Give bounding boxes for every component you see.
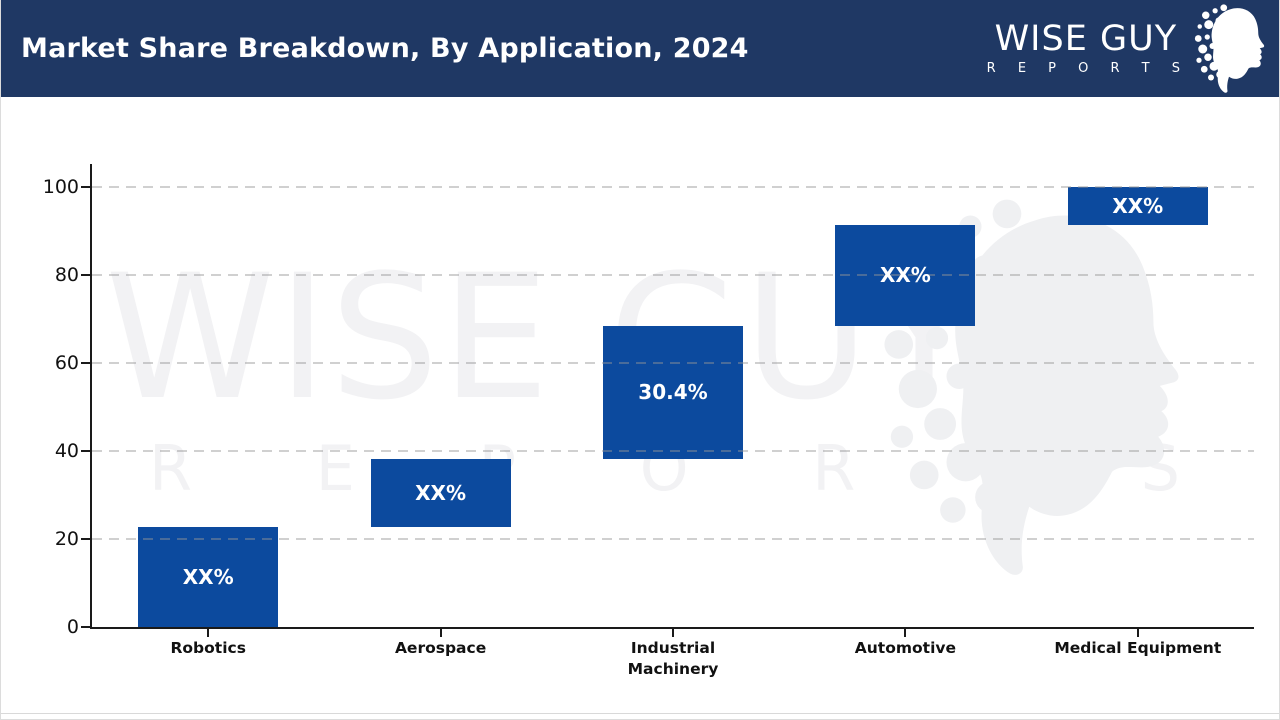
gridline-80 <box>92 274 1254 276</box>
bar-value-label: XX% <box>1112 194 1164 219</box>
y-tick-label-40: 40 <box>54 440 79 462</box>
brand-logo-text: WISE GUY R E P O R T S <box>983 18 1189 76</box>
watermark-wordmark: WISE GUY <box>105 237 979 438</box>
y-tick-0 <box>81 626 90 628</box>
chart-title: Market Share Breakdown, By Application, … <box>21 33 749 64</box>
x-tick-2 <box>672 629 674 637</box>
x-category-label: Medical Equipment <box>1054 639 1222 657</box>
gridline-40 <box>92 450 1254 452</box>
brand-logo: WISE GUY R E P O R T S <box>983 4 1271 94</box>
y-axis-spine <box>90 164 92 629</box>
y-tick-label-100: 100 <box>42 176 79 198</box>
bar-automotive <box>835 225 976 326</box>
y-tick-label-80: 80 <box>54 264 79 286</box>
y-tick-100 <box>81 186 90 188</box>
x-axis-spine <box>90 627 1254 629</box>
bar-value-label: XX% <box>879 263 931 288</box>
header-bar: Market Share Breakdown, By Application, … <box>1 0 1279 97</box>
bar-robotics <box>138 526 279 627</box>
logo-wordmark: WISE GUY <box>994 18 1178 59</box>
logo-subtitle: R E P O R T S <box>986 60 1189 76</box>
bar-industrial-machinery <box>603 325 743 460</box>
y-tick-label-60: 60 <box>54 352 79 374</box>
y-tick-60 <box>81 362 90 364</box>
y-tick-label-0: 0 <box>66 616 79 638</box>
x-tick-3 <box>904 629 907 637</box>
bar-medical-equipment <box>1067 187 1208 226</box>
x-tick-4 <box>1136 629 1139 637</box>
footer-divider <box>1 713 1279 714</box>
y-tick-80 <box>81 274 90 276</box>
x-tick-1 <box>439 629 442 637</box>
y-tick-40 <box>81 450 90 452</box>
gridline-20 <box>92 538 1254 540</box>
y-tick-label-20: 20 <box>54 528 79 550</box>
gridline-60 <box>92 362 1254 364</box>
x-category-label: Automotive <box>854 639 956 657</box>
y-tick-20 <box>81 538 90 540</box>
x-tick-0 <box>207 629 210 637</box>
bar-value-label: XX% <box>182 564 234 589</box>
x-category-label: Aerospace <box>394 639 487 657</box>
bar-value-label: XX% <box>415 481 467 506</box>
face-logo-icon <box>1193 4 1271 94</box>
bar-value-label: 30.4% <box>638 380 708 405</box>
gridline-100 <box>92 186 1254 188</box>
bar-aerospace <box>370 459 511 527</box>
x-category-label: Robotics <box>170 639 246 657</box>
x-category-label: Industrial Machinery <box>627 639 719 678</box>
